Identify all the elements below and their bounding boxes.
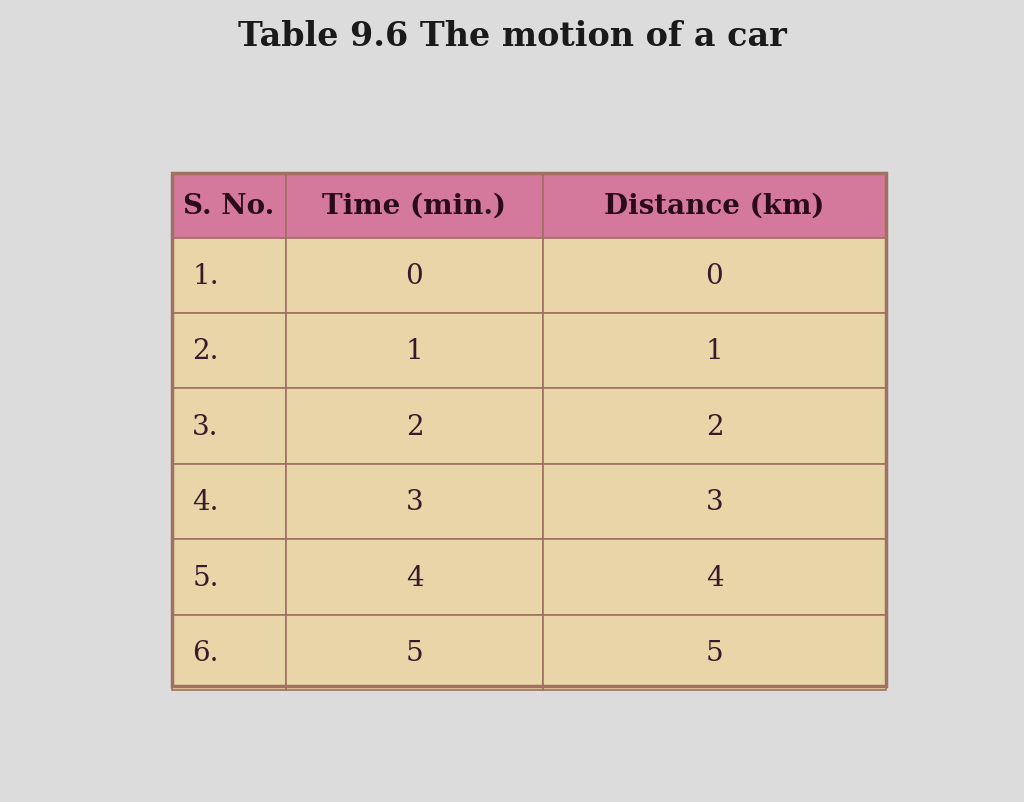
Text: 4.: 4. [193, 488, 219, 516]
Bar [543, 389, 886, 464]
Text: 4: 4 [406, 564, 423, 591]
Bar [172, 173, 886, 686]
Bar [286, 540, 543, 615]
Bar [172, 238, 286, 314]
Text: 5.: 5. [193, 564, 219, 591]
Bar [543, 540, 886, 615]
Text: Table 9.6 The motion of a car: Table 9.6 The motion of a car [238, 19, 786, 53]
Text: 4: 4 [706, 564, 723, 591]
Bar [286, 238, 543, 314]
Text: 1.: 1. [193, 262, 219, 290]
Text: 2: 2 [706, 413, 723, 440]
Bar [286, 173, 543, 238]
Bar [172, 464, 286, 540]
Bar [172, 314, 286, 389]
Bar [286, 464, 543, 540]
Bar [286, 314, 543, 389]
Bar [172, 540, 286, 615]
Bar [543, 238, 886, 314]
Text: 1: 1 [706, 338, 723, 365]
Text: Time (min.): Time (min.) [323, 192, 507, 219]
Text: Distance (km): Distance (km) [604, 192, 824, 219]
Bar [172, 173, 286, 238]
Text: 3: 3 [706, 488, 723, 516]
Bar [286, 389, 543, 464]
Text: 2.: 2. [193, 338, 219, 365]
Bar [172, 615, 286, 691]
Text: 0: 0 [706, 262, 723, 290]
Text: 0: 0 [406, 262, 423, 290]
Bar [172, 389, 286, 464]
Text: 3: 3 [406, 488, 423, 516]
Text: 5: 5 [406, 639, 423, 666]
Bar [286, 615, 543, 691]
Text: S. No.: S. No. [183, 192, 274, 219]
Bar [543, 615, 886, 691]
Text: 6.: 6. [193, 639, 219, 666]
Text: 2: 2 [406, 413, 423, 440]
Bar [543, 173, 886, 238]
Bar [543, 464, 886, 540]
Bar [543, 314, 886, 389]
Text: 3.: 3. [193, 413, 219, 440]
Text: 1: 1 [406, 338, 423, 365]
Text: 5: 5 [706, 639, 723, 666]
